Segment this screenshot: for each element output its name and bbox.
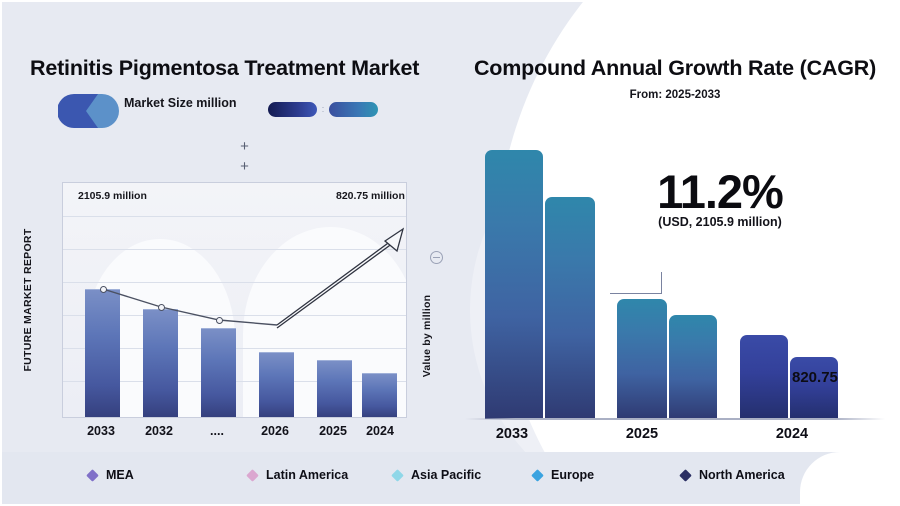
- legend-label: Asia Pacific: [411, 468, 482, 482]
- bar-2033-front: [485, 150, 543, 419]
- cagr-subtext: (USD, 2105.9 million): [658, 215, 782, 229]
- legend-pill-dark: [268, 101, 317, 117]
- legend-diamond-icon: [391, 468, 404, 482]
- legend-diamond-icon: [86, 468, 99, 482]
- gridline: [63, 315, 406, 316]
- xtick-2032: 2032: [145, 424, 173, 438]
- cagr-value: 11.2%: [657, 165, 784, 218]
- legend-item-latin-america[interactable]: Latin America: [246, 468, 393, 482]
- trend-line-series: [102, 227, 405, 329]
- cagr-title: Compound Annual Growth Rate (CAGR): [473, 56, 877, 80]
- line-marker: [100, 286, 107, 293]
- legend-pill-teal: [329, 101, 378, 117]
- legend-label: Europe: [551, 468, 595, 482]
- plus-icon: +: [240, 158, 249, 175]
- value-label-high: 2105.9 million: [78, 190, 147, 202]
- legend-diamond-icon: [246, 468, 259, 482]
- gridline: [63, 216, 406, 217]
- line-marker: [216, 317, 223, 324]
- bar-2033-back: [545, 197, 595, 419]
- xtick-2033: 2033: [87, 424, 115, 438]
- rtick-2024: 2024: [775, 426, 809, 442]
- bar-2024-front: [740, 335, 788, 419]
- page-title: Retinitis Pigmentosa Treatment Market: [30, 56, 420, 80]
- kpi-label: Market Size million: [124, 96, 237, 110]
- plus-icon: +: [240, 138, 249, 155]
- right-panel: Compound Annual Growth Rate (CAGR) From:…: [440, 0, 900, 506]
- pill-separator: :: [321, 104, 325, 114]
- bar-2025: [317, 360, 352, 417]
- legend-label: North America: [699, 468, 785, 482]
- baseline-axis: [465, 418, 885, 420]
- market-size-chart: [62, 182, 407, 418]
- legend-item-mea[interactable]: MEA: [86, 468, 248, 482]
- minus-circle-icon: [430, 251, 443, 264]
- axis-label-left: FUTURE MARKET REPORT: [22, 228, 34, 372]
- legend-diamond-icon: [679, 468, 692, 482]
- value-label-low: 820.75 million: [336, 190, 405, 202]
- bar-2026: [259, 352, 294, 417]
- bar-2032: [143, 309, 178, 417]
- bar-2024: [362, 373, 397, 417]
- xtick-2026: 2026: [261, 424, 289, 438]
- legend-item-europe[interactable]: Europe: [531, 468, 681, 482]
- left-panel: Retinitis Pigmentosa Treatment Market Ma…: [22, 56, 443, 444]
- gridline: [63, 249, 406, 250]
- xtick-2025: 2025: [319, 424, 347, 438]
- bar-2024-back: [790, 357, 838, 419]
- legend-pill-row: :: [268, 100, 378, 118]
- cagr-range: From: 2025-2033: [629, 89, 721, 101]
- legend-diamond-icon: [531, 468, 544, 482]
- line-marker: [158, 304, 165, 311]
- bar-dots: [201, 328, 236, 417]
- x-axis-ticks-left: 2033 2032 .... 2026 2025 2024: [62, 424, 407, 444]
- cagr-bar-chart: [465, 150, 885, 419]
- decorative-corner-mark: [610, 272, 662, 294]
- axis-label-right: Value by million: [421, 294, 433, 378]
- bottom-band-white-corner: [800, 452, 900, 506]
- bar-2025-front: [617, 299, 667, 419]
- legend: MEA Latin America Asia Pacific Europe No…: [0, 455, 900, 495]
- bottom-band: [0, 452, 900, 506]
- legend-label: MEA: [106, 468, 134, 482]
- bar-2025-back: [669, 315, 717, 419]
- value-callout-2024: 820.75: [792, 369, 838, 386]
- rtick-2025: 2025: [625, 426, 659, 442]
- xtick-dots: ....: [210, 424, 224, 438]
- legend-label: Latin America: [266, 468, 349, 482]
- legend-item-asia-pacific[interactable]: Asia Pacific: [391, 468, 533, 482]
- hexagon-logo-icon: [58, 94, 119, 128]
- xtick-2024: 2024: [366, 424, 394, 438]
- rtick-2033: 2033: [495, 426, 529, 442]
- gridline: [63, 282, 406, 283]
- legend-item-north-america[interactable]: North America: [679, 468, 785, 482]
